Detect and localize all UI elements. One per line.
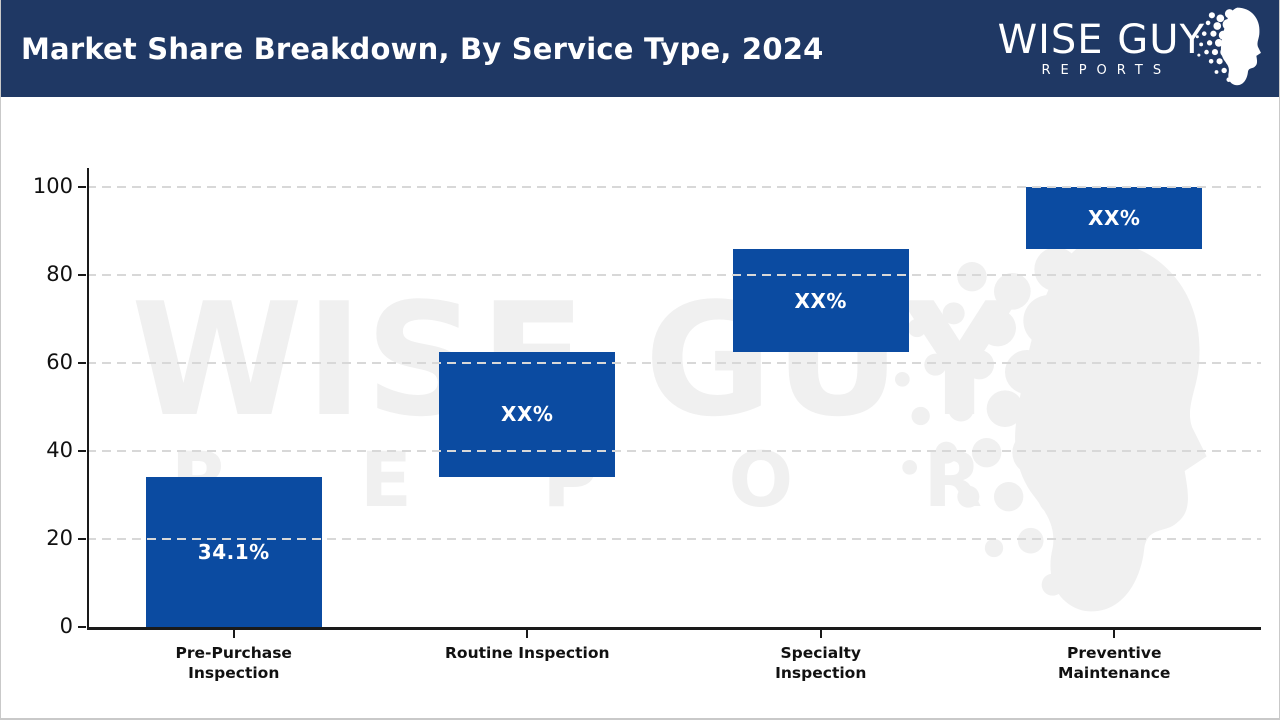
y-tick-label-100: 100	[32, 174, 73, 198]
watermark-face-icon	[873, 218, 1225, 658]
chart-area: 0 20 40 60 80 100 34.1% XX% XX% XX% Pre-Purchase In…	[1, 97, 1279, 718]
y-tick-label-40: 40	[46, 438, 73, 462]
x-tick-mark-specialty-inspection	[819, 630, 822, 638]
gridline-60	[87, 362, 1261, 364]
bar-value-label: XX%	[794, 288, 847, 313]
y-tick-label-80: 80	[46, 262, 73, 286]
y-tick-mark-60	[78, 362, 86, 364]
y-tick-mark-80	[78, 274, 86, 276]
bar-specialty-inspection: XX%	[732, 249, 909, 352]
bar-value-label: 34.1%	[197, 539, 270, 564]
x-category-label-routine-inspection: Routine Inspection	[444, 644, 610, 662]
y-tick-label-20: 20	[46, 526, 73, 550]
x-category-label-specialty-inspection: Specialty Inspection	[775, 644, 867, 682]
bar-routine-inspection: XX%	[439, 352, 616, 477]
brand-text: WISE GUY REPORTS	[998, 20, 1205, 78]
brand-sub-label: REPORTS	[1041, 62, 1172, 78]
gridline-100	[87, 186, 1261, 188]
x-tick-mark-pre-purchase-inspection	[232, 630, 235, 638]
bar-value-label: XX%	[501, 402, 554, 427]
x-category-label-preventive-maintenance: Preventive Maintenance	[1058, 644, 1171, 682]
x-axis-line	[87, 627, 1261, 630]
gridline-80	[87, 274, 1261, 276]
y-tick-label-0: 0	[59, 614, 73, 638]
brand-name-label: WISE GUY	[997, 16, 1205, 63]
header-bar: Market Share Breakdown, By Service Type,…	[1, 0, 1279, 97]
wiseguy-face-icon	[1191, 3, 1265, 95]
bar-preventive-maintenance: XX%	[1026, 187, 1203, 250]
y-tick-mark-20	[78, 538, 86, 540]
x-tick-mark-routine-inspection	[526, 630, 529, 638]
bar-pre-purchase-inspection: 34.1%	[145, 476, 322, 627]
gridline-40	[87, 450, 1261, 452]
x-tick-mark-preventive-maintenance	[1113, 630, 1116, 638]
bar-value-label: XX%	[1088, 206, 1141, 231]
gridline-20	[87, 538, 1261, 540]
y-tick-mark-40	[78, 450, 86, 452]
y-axis-line	[87, 168, 89, 630]
y-tick-mark-100	[78, 186, 86, 188]
brand-logo: WISE GUY REPORTS	[998, 3, 1279, 95]
page-title: Market Share Breakdown, By Service Type,…	[21, 31, 824, 66]
y-tick-label-60: 60	[46, 350, 73, 374]
x-category-label-pre-purchase-inspection: Pre-Purchase Inspection	[175, 644, 292, 682]
y-tick-mark-0	[78, 626, 86, 628]
